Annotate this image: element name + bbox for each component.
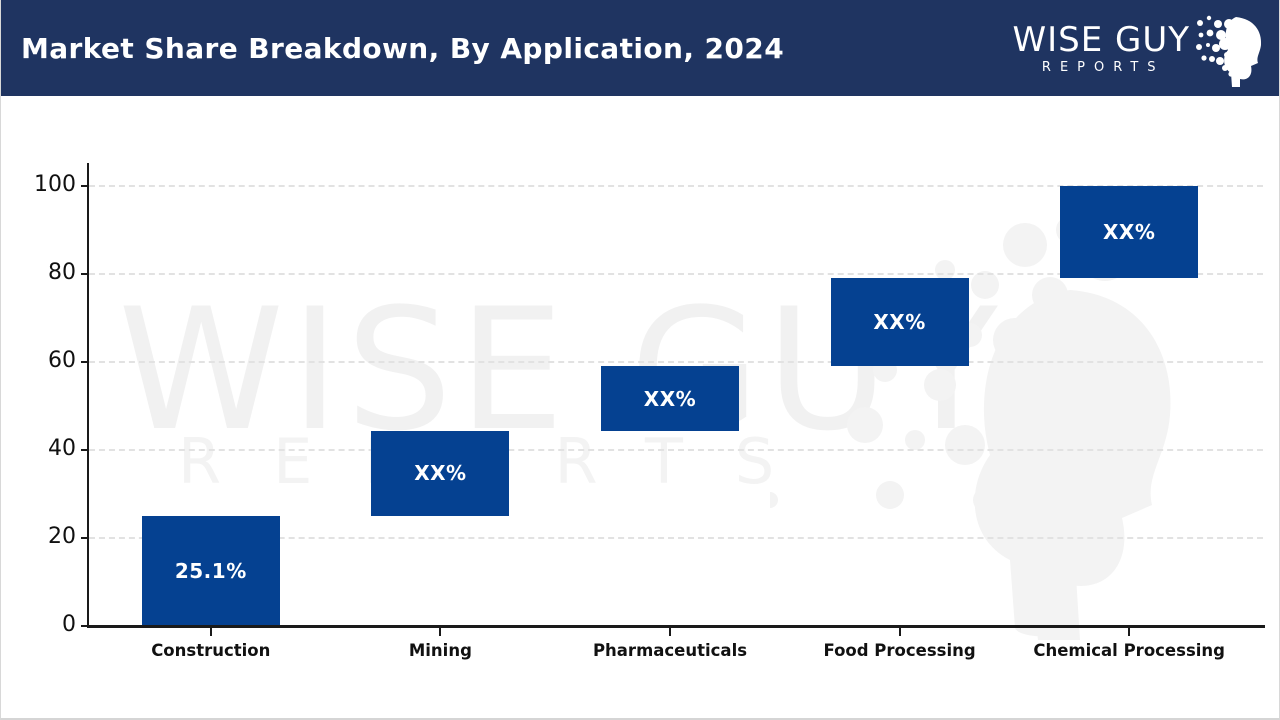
gridline-40 — [89, 449, 1263, 451]
y-axis-line — [87, 163, 89, 628]
y-tick-mark — [81, 273, 89, 275]
bar-value-label: XX% — [1102, 219, 1156, 244]
y-tick-mark — [81, 185, 89, 187]
bar-construction: 25.1% — [141, 515, 280, 626]
gridline-80 — [89, 273, 1263, 275]
bar-pharmaceuticals: XX% — [601, 366, 739, 432]
x-tick-mark — [439, 628, 442, 636]
bar-value-label: 25.1% — [174, 558, 247, 583]
logo-reports-text: REPORTS — [1041, 60, 1165, 76]
y-axis-tick-label: 40 — [48, 436, 76, 461]
y-tick-mark — [81, 537, 89, 539]
y-axis-tick-label: 100 — [34, 172, 76, 197]
x-tick-mark — [669, 628, 671, 636]
x-tick-mark — [209, 628, 212, 636]
gridline-60 — [89, 361, 1263, 363]
page-title: Market Share Breakdown, By Application, … — [21, 31, 785, 65]
wiseguy-logo: WISE GUY REPORTS — [1012, 10, 1266, 88]
x-tick-mark — [1128, 628, 1131, 636]
gridline-20 — [89, 537, 1263, 539]
x-axis-category-label: Food Processing — [823, 641, 976, 660]
bar-mining: XX% — [371, 431, 510, 516]
bar-value-label: XX% — [873, 310, 926, 335]
bar-food-processing: XX% — [830, 277, 969, 367]
header-bar: Market Share Breakdown, By Application, … — [0, 0, 1280, 96]
y-axis-tick-label: 20 — [48, 524, 76, 549]
y-tick-mark — [81, 625, 89, 627]
bar-chemical-processing: XX% — [1060, 186, 1199, 278]
watermark-head-icon — [770, 216, 1171, 640]
bar-value-label: XX% — [414, 461, 467, 486]
y-tick-mark — [81, 449, 89, 451]
y-axis-tick-label: 60 — [48, 348, 76, 373]
bar-value-label: XX% — [643, 386, 697, 411]
x-axis-category-label: Pharmaceuticals — [592, 641, 748, 660]
logo-wiseguy-text: WISE GUY — [1012, 19, 1190, 60]
x-tick-mark — [898, 628, 901, 636]
y-axis-tick-label: 80 — [48, 260, 76, 285]
y-axis-tick-label: 0 — [62, 612, 76, 637]
y-tick-mark — [81, 361, 89, 363]
x-axis-category-label: Chemical Processing — [1033, 641, 1225, 660]
x-axis-line — [87, 625, 1265, 628]
x-axis-category-label: Mining — [408, 641, 472, 660]
gridline-100 — [89, 185, 1263, 187]
logo-head-icon — [1196, 15, 1262, 87]
x-axis-category-label: Construction — [151, 641, 271, 660]
